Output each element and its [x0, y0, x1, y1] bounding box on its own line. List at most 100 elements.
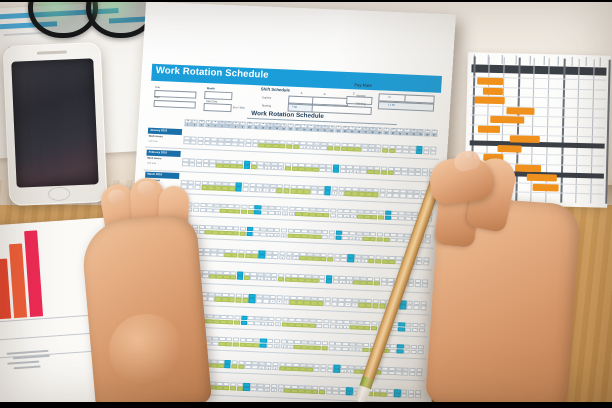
schedule-cell[interactable] [341, 346, 349, 352]
schedule-cell-shift[interactable] [239, 342, 246, 347]
schedule-cell[interactable]: 4 [270, 388, 278, 393]
schedule-cell-shift[interactable] [318, 390, 326, 395]
schedule-cell-shift[interactable] [380, 392, 387, 398]
schedule-cell[interactable] [322, 323, 330, 329]
schedule-cell-shift[interactable] [284, 277, 292, 283]
schedule-cell-shift[interactable] [225, 341, 233, 347]
schedule-cell[interactable] [255, 298, 263, 304]
schedule-cell-shift[interactable] [232, 342, 240, 347]
schedule-cell[interactable] [339, 169, 347, 174]
schedule-cell-shift[interactable] [344, 191, 352, 196]
schedule-cell-shift[interactable] [307, 234, 315, 239]
schedule-cell-highlighted[interactable] [254, 209, 262, 215]
schedule-cell-highlighted[interactable] [332, 168, 340, 174]
schedule-cell[interactable] [256, 387, 264, 393]
schedule-cell-shift[interactable] [245, 342, 253, 348]
schedule-cell[interactable]: 4 [361, 258, 368, 264]
schedule-cell-shift[interactable] [326, 257, 334, 262]
schedule-cell[interactable] [181, 162, 189, 167]
schedule-cell[interactable] [386, 393, 394, 398]
schedule-cell[interactable] [400, 393, 408, 399]
schedule-cell[interactable] [250, 387, 257, 392]
schedule-cell[interactable] [252, 232, 260, 237]
schedule-cell[interactable]: 4 [355, 347, 363, 352]
schedule-cell[interactable] [408, 371, 416, 377]
schedule-cell-shift[interactable] [225, 230, 233, 236]
schedule-cell-shift[interactable] [252, 343, 260, 348]
schedule-cell-shift[interactable] [224, 253, 231, 258]
schedule-cell[interactable] [415, 372, 423, 377]
schedule-cell[interactable] [259, 232, 267, 237]
schedule-cell-shift[interactable] [237, 364, 245, 370]
schedule-cell[interactable]: 4 [273, 232, 281, 238]
schedule-cell-shift[interactable] [356, 325, 364, 330]
schedule-cell[interactable] [195, 162, 203, 168]
schedule-cell-highlighted[interactable] [333, 368, 341, 374]
schedule-cell-shift[interactable] [370, 325, 378, 331]
schedule-cell-highlighted[interactable] [259, 343, 267, 348]
schedule-cell-shift[interactable] [354, 369, 361, 375]
schedule-cell-shift[interactable] [362, 347, 370, 353]
schedule-cell-shift[interactable] [237, 253, 245, 259]
schedule-cell-shift[interactable] [251, 254, 259, 259]
schedule-cell[interactable] [429, 150, 437, 156]
schedule-cell[interactable] [414, 172, 422, 177]
schedule-cell-shift[interactable] [363, 214, 371, 219]
schedule-cell-shift[interactable] [230, 364, 238, 369]
schedule-cell-shift[interactable] [297, 389, 305, 394]
schedule-cell-highlighted[interactable]: 4 [345, 391, 353, 396]
schedule-cell-shift[interactable] [373, 392, 381, 398]
schedule-cell[interactable] [411, 327, 419, 332]
schedule-cell-shift[interactable] [313, 256, 320, 262]
schedule-cell-shift[interactable] [221, 297, 229, 302]
schedule-cell-shift[interactable] [358, 192, 366, 197]
schedule-cell-shift[interactable] [381, 148, 389, 154]
schedule-cell-shift[interactable] [285, 366, 293, 372]
schedule-cell[interactable] [315, 323, 323, 328]
schedule-cell[interactable] [399, 193, 407, 199]
schedule-cell[interactable]: 4 [263, 387, 271, 393]
schedule-cell-shift[interactable] [228, 186, 236, 192]
field-input-start-day[interactable] [203, 102, 232, 113]
schedule-cell[interactable]: 4 [263, 276, 271, 282]
schedule-cell-shift[interactable] [219, 319, 227, 324]
schedule-cell[interactable] [334, 346, 342, 352]
schedule-cell-highlighted[interactable] [393, 393, 401, 398]
schedule-cell-shift[interactable] [244, 253, 252, 259]
schedule-cell[interactable]: 4 [280, 233, 288, 238]
schedule-cell[interactable] [395, 149, 403, 154]
schedule-cell-shift[interactable] [243, 276, 251, 281]
schedule-cell[interactable] [422, 150, 430, 155]
schedule-cell-shift[interactable] [299, 367, 307, 372]
schedule-cell[interactable]: 4 [313, 145, 321, 151]
schedule-cell[interactable] [318, 279, 326, 284]
schedule-cell-highlighted[interactable] [347, 258, 355, 263]
schedule-cell[interactable]: 4 [285, 255, 293, 261]
schedule-cell[interactable] [337, 302, 345, 307]
schedule-cell[interactable] [261, 210, 269, 215]
schedule-cell-shift[interactable] [272, 143, 280, 149]
schedule-cell-shift[interactable] [376, 237, 383, 242]
schedule-cell-shift[interactable] [283, 188, 290, 194]
schedule-cell-shift[interactable] [362, 236, 370, 242]
schedule-cell-shift[interactable] [229, 164, 237, 169]
schedule-cell[interactable]: 4 [344, 302, 352, 307]
schedule-cell-shift[interactable] [309, 212, 316, 217]
schedule-cell[interactable] [332, 279, 340, 285]
schedule-cell[interactable] [231, 142, 238, 147]
schedule-cell-shift[interactable] [322, 212, 330, 218]
schedule-cell-shift[interactable] [363, 325, 371, 330]
schedule-cell[interactable] [395, 371, 403, 376]
schedule-cell[interactable] [396, 238, 404, 243]
schedule-cell[interactable] [402, 149, 410, 154]
schedule-cell-shift[interactable] [321, 345, 329, 351]
schedule-cell-highlighted[interactable] [243, 164, 251, 170]
schedule-cell[interactable]: 4 [336, 324, 344, 329]
schedule-cell[interactable] [398, 215, 405, 221]
schedule-cell[interactable] [404, 216, 412, 221]
schedule-cell-shift[interactable] [296, 189, 304, 194]
schedule-cell-shift[interactable] [276, 188, 284, 194]
schedule-cell-shift[interactable] [233, 209, 241, 214]
schedule-cell-shift[interactable] [356, 214, 364, 219]
schedule-cell-shift[interactable] [295, 322, 303, 328]
